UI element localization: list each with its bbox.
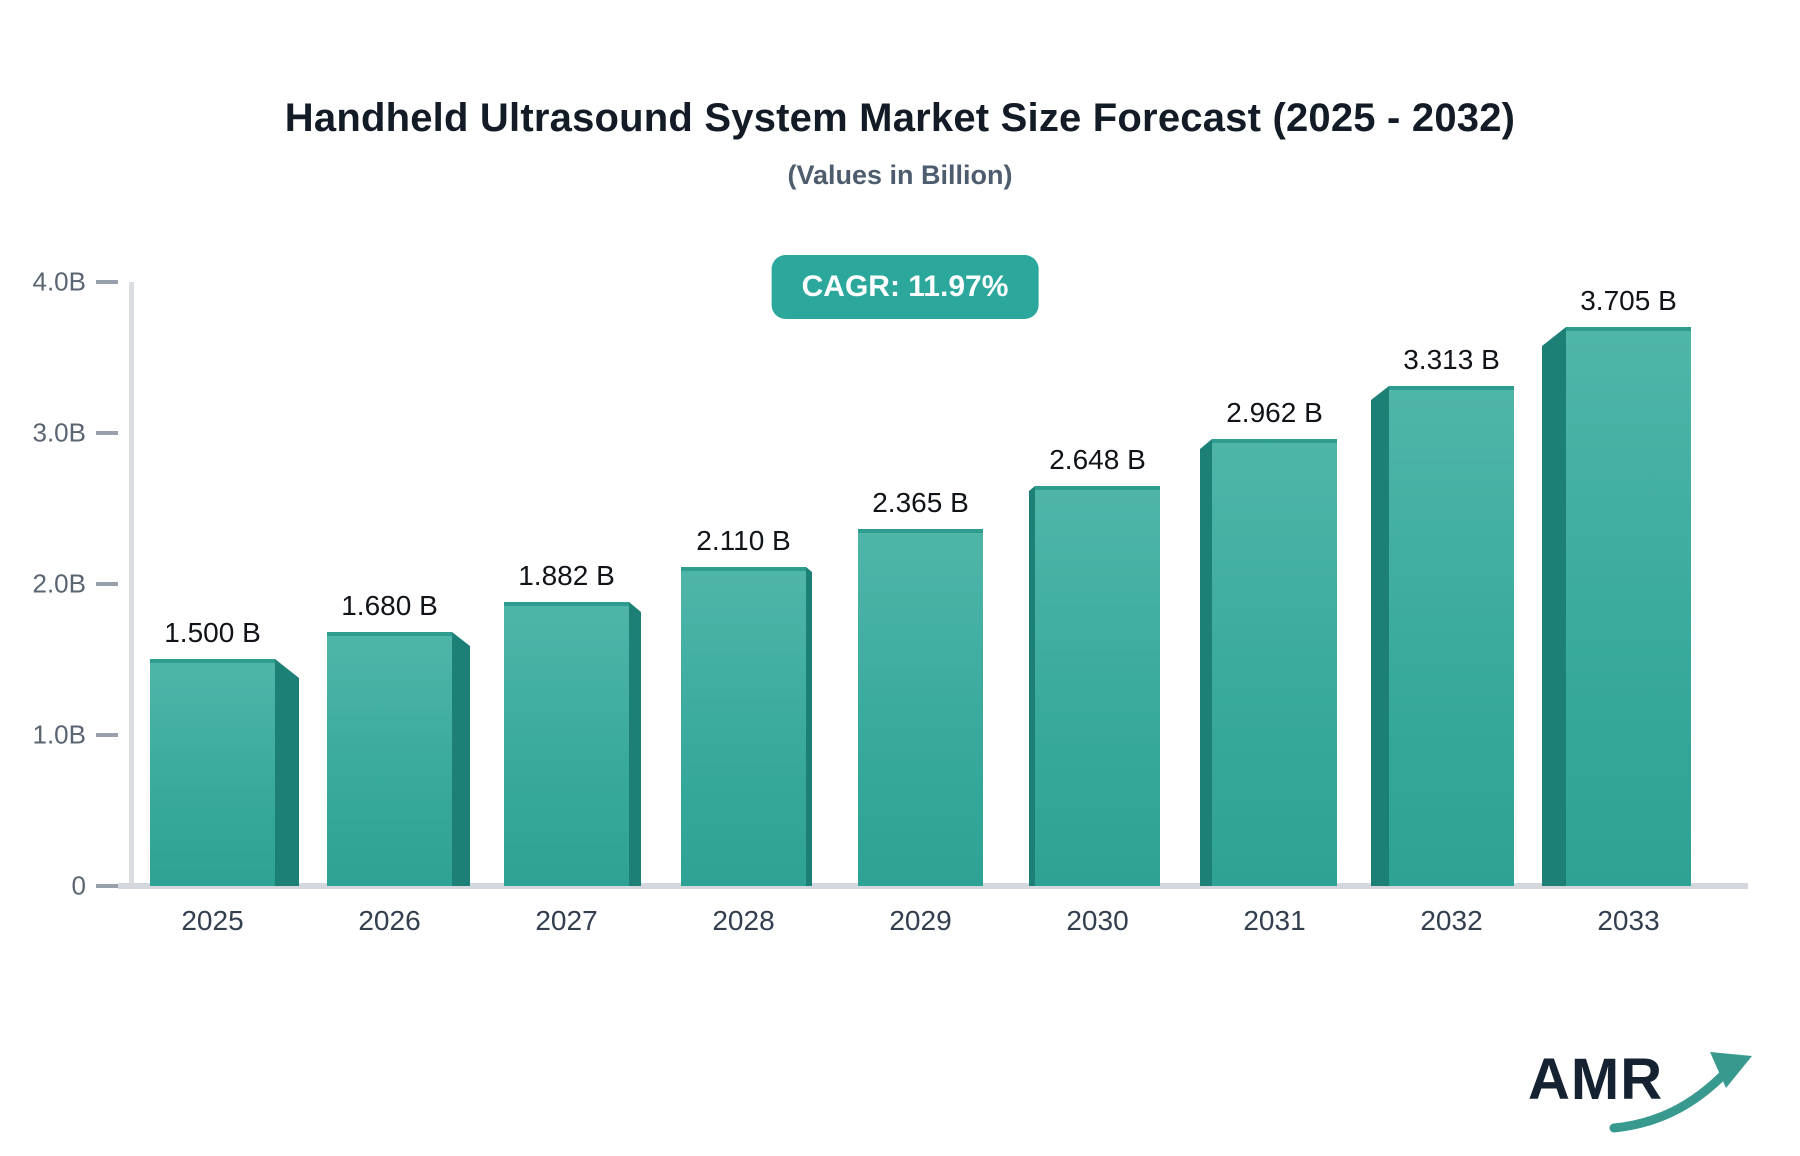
page-title: Handheld Ultrasound System Market Size F… xyxy=(284,96,1516,140)
x-axis-baseline xyxy=(118,883,1748,889)
x-axis-label-2028: 2028 xyxy=(712,905,775,936)
y-axis-tick-label: 3.0B xyxy=(32,417,87,448)
bar-side-face xyxy=(1200,439,1212,886)
bar-value-label: 3.313 B xyxy=(1403,344,1500,375)
x-axis-label-2026: 2026 xyxy=(358,905,421,936)
y-axis-line xyxy=(129,282,134,889)
amr-logo: AMR xyxy=(1528,1036,1752,1136)
bar-2033 xyxy=(1566,327,1691,886)
bar-2027 xyxy=(504,602,629,886)
x-axis-label-2029: 2029 xyxy=(889,905,952,936)
bar-2032 xyxy=(1389,386,1514,886)
y-axis-tick-mark xyxy=(96,733,118,737)
cagr-badge: CAGR: 11.97% xyxy=(771,255,1039,319)
growth-arrow-icon xyxy=(1609,1052,1752,1133)
bar-side-face xyxy=(452,632,470,886)
x-axis-label-2025: 2025 xyxy=(181,905,244,936)
y-axis-tick-mark xyxy=(96,280,118,284)
bar-value-label: 2.648 B xyxy=(1049,444,1146,475)
y-axis-tick-label: 4.0B xyxy=(32,266,87,297)
y-axis-tick-label: 1.0B xyxy=(32,719,87,750)
y-axis-tick-mark xyxy=(96,431,118,435)
amr-logo-text: AMR xyxy=(1528,1047,1664,1112)
bar-value-label: 1.680 B xyxy=(341,590,438,621)
bar-value-label: 3.705 B xyxy=(1580,285,1677,316)
x-axis-label-2027: 2027 xyxy=(535,905,598,936)
bar-value-label: 1.882 B xyxy=(518,560,615,591)
bar-2030 xyxy=(1035,486,1160,886)
bar-value-label: 2.110 B xyxy=(696,525,791,556)
y-axis-tick-mark xyxy=(96,884,118,888)
x-axis-label-2032: 2032 xyxy=(1420,905,1483,936)
bar-value-label: 2.365 B xyxy=(872,487,969,518)
y-axis-tick-label: 2.0B xyxy=(32,568,87,599)
bar-2026 xyxy=(327,632,452,886)
bar-value-label: 2.962 B xyxy=(1226,397,1323,428)
bar-side-face xyxy=(1029,486,1035,886)
bar-side-face xyxy=(1542,327,1566,886)
x-axis-label-2030: 2030 xyxy=(1066,905,1129,936)
bar-side-face xyxy=(629,602,641,886)
page-subtitle: (Values in Billion) xyxy=(787,160,1013,190)
bar-2029 xyxy=(858,529,983,886)
bar-2025 xyxy=(150,659,275,886)
bar-side-face xyxy=(806,567,812,886)
x-axis-label-2031: 2031 xyxy=(1243,905,1306,936)
bar-2028 xyxy=(681,567,806,886)
bar-side-face xyxy=(1371,386,1389,886)
bar-2031 xyxy=(1212,439,1337,886)
x-axis-label-2033: 2033 xyxy=(1597,905,1660,936)
bar-value-label: 1.500 B xyxy=(164,617,261,648)
y-axis-tick-label: 0 xyxy=(71,870,86,901)
y-axis-tick-mark xyxy=(96,582,118,586)
bar-side-face xyxy=(275,659,299,886)
